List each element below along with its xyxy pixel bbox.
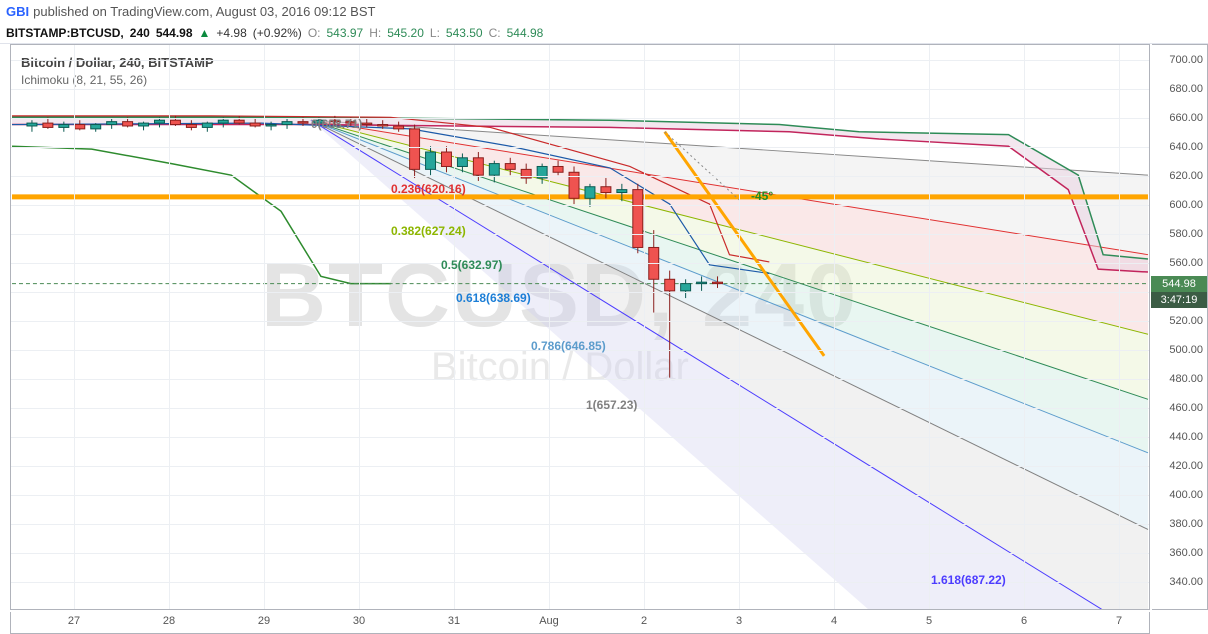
change-value: +4.98 [216, 26, 246, 40]
x-tick: Aug [539, 615, 559, 627]
y-tick: 380.00 [1169, 518, 1203, 530]
y-tick: 340.00 [1169, 576, 1203, 588]
y-tick: 560.00 [1169, 257, 1203, 269]
x-tick: 5 [926, 615, 932, 627]
x-tick: 30 [353, 615, 365, 627]
price-tag: 544.98 [1151, 276, 1207, 292]
y-axis[interactable]: 340.00 360.00 380.00 400.00 420.00 440.00 460.… [1152, 44, 1208, 610]
change-pct: (+0.92%) [253, 26, 302, 40]
c-value: 544.98 [507, 26, 544, 40]
x-axis[interactable]: 27 28 29 30 31 Aug 2 3 4 5 6 7 [10, 612, 1150, 634]
y-tick: 580.00 [1169, 228, 1203, 240]
publish-text: published on TradingView.com, August 03,… [33, 4, 375, 19]
fib-label: 0.786(646.85) [531, 339, 606, 353]
y-tick: 640.00 [1169, 141, 1203, 153]
o-value: 543.97 [326, 26, 363, 40]
y-tick: 460.00 [1169, 402, 1203, 414]
legend-main: Bitcoin / Dollar, 240, BITSTAMP [21, 55, 214, 70]
fib-label: 1(657.23) [586, 398, 637, 412]
fib-label: 0(608.71) [311, 117, 362, 131]
angle-label: -45° [751, 189, 773, 203]
symbol-info-bar: BITSTAMP:BTCUSD, 240 544.98 ▲ +4.98 (+0.… [0, 22, 1208, 44]
y-tick: 480.00 [1169, 373, 1203, 385]
plot-area[interactable]: BTCUSD, 240 Bitcoin / Dollar Bitcoin / D… [10, 44, 1150, 610]
y-tick: 620.00 [1169, 170, 1203, 182]
fib-label: 0.5(632.97) [441, 258, 502, 272]
x-tick: 31 [448, 615, 460, 627]
x-tick: 6 [1021, 615, 1027, 627]
countdown-tag: 3:47:19 [1151, 292, 1207, 308]
fib-label: 0.618(638.69) [456, 291, 531, 305]
x-tick: 3 [736, 615, 742, 627]
y-tick: 600.00 [1169, 199, 1203, 211]
l-value: 543.50 [446, 26, 483, 40]
h-value: 545.20 [387, 26, 424, 40]
x-tick: 29 [258, 615, 270, 627]
y-tick: 440.00 [1169, 431, 1203, 443]
symbol-label: BITSTAMP:BTCUSD, [6, 26, 124, 40]
y-tick: 500.00 [1169, 344, 1203, 356]
publish-bar: GBI published on TradingView.com, August… [0, 0, 1208, 22]
fib-label: 0.382(627.24) [391, 224, 466, 238]
h-label: H: [369, 26, 381, 40]
legend-indicator: Ichimoku (8, 21, 55, 26) [21, 73, 147, 87]
y-tick: 400.00 [1169, 489, 1203, 501]
chart-area[interactable]: BTCUSD, 240 Bitcoin / Dollar Bitcoin / D… [0, 44, 1208, 634]
y-tick: 360.00 [1169, 547, 1203, 559]
y-tick: 520.00 [1169, 315, 1203, 327]
interval-label: 240 [130, 26, 150, 40]
y-tick: 680.00 [1169, 83, 1203, 95]
y-tick: 700.00 [1169, 54, 1203, 66]
x-tick: 7 [1116, 615, 1122, 627]
o-label: O: [308, 26, 321, 40]
last-price: 544.98 [156, 26, 193, 40]
c-label: C: [489, 26, 501, 40]
l-label: L: [430, 26, 440, 40]
fib-label: 0.236(620.16) [391, 182, 466, 196]
y-tick: 660.00 [1169, 112, 1203, 124]
author-link[interactable]: GBI [6, 4, 29, 19]
x-tick: 28 [163, 615, 175, 627]
y-tick: 420.00 [1169, 460, 1203, 472]
x-tick: 27 [68, 615, 80, 627]
fib-label: 1.618(687.22) [931, 573, 1006, 587]
watermark-symbol: BTCUSD, 240 [261, 245, 858, 348]
arrow-up-icon: ▲ [199, 26, 211, 40]
x-tick: 4 [831, 615, 837, 627]
x-tick: 2 [641, 615, 647, 627]
